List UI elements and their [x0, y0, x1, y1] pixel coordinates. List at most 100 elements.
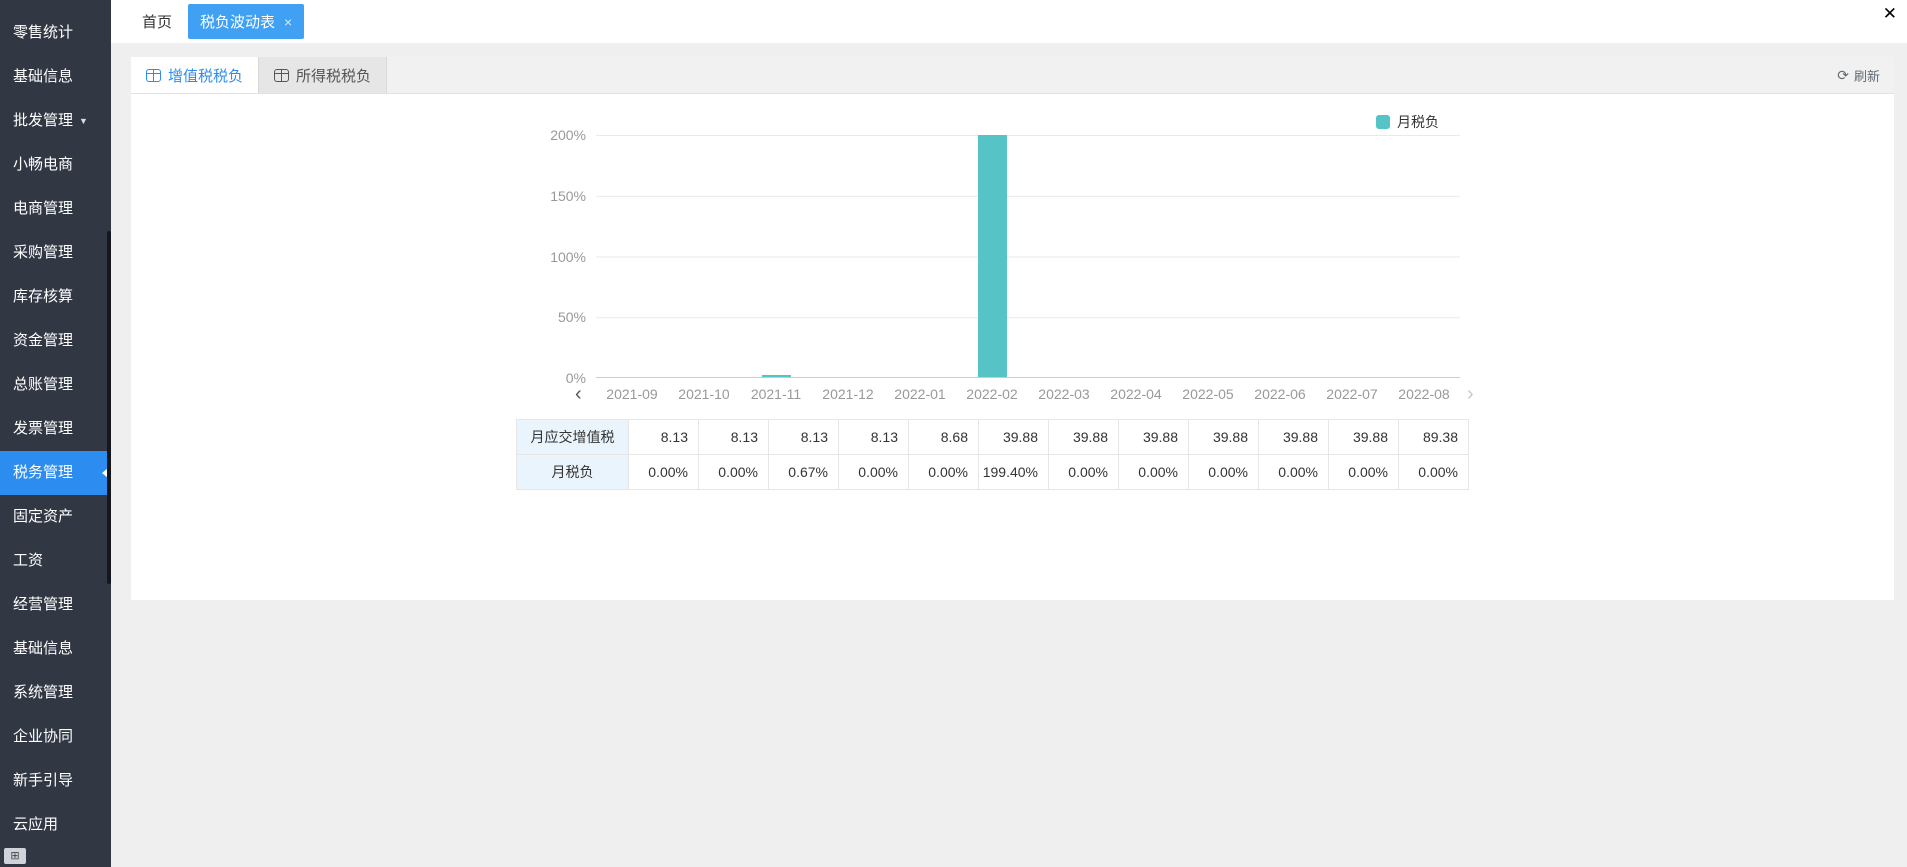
- table-cell: 39.88: [1048, 419, 1119, 455]
- table-cell: 199.40%: [978, 454, 1049, 490]
- x-axis-tick-label: 2022-01: [894, 386, 946, 402]
- tab-close-icon[interactable]: ×: [284, 13, 293, 30]
- refresh-icon: ⟳: [1837, 66, 1849, 83]
- tax-data-table: 月应交增值税 8.13 8.13 8.13 8.13 8.68 39.88 39.88 39.8…: [516, 419, 1469, 490]
- x-axis-tick-label: 2022-04: [1110, 386, 1162, 402]
- sidebar-item-采购管理[interactable]: 采购管理: [0, 231, 111, 275]
- sidebar-item-label: 云应用: [13, 816, 59, 833]
- table-cell: 8.13: [698, 419, 769, 455]
- sidebar-item-零售统计[interactable]: 零售统计: [0, 11, 111, 55]
- x-axis-tick-label: 2021-10: [678, 386, 730, 402]
- sidebar-item-固定资产[interactable]: 固定资产: [0, 495, 111, 539]
- legend-label: 月税负: [1397, 114, 1439, 130]
- sidebar-item-企业协同[interactable]: 企业协同: [0, 715, 111, 759]
- x-axis-tick-label: 2021-11: [750, 386, 802, 402]
- caret-down-icon: ▼: [79, 116, 88, 127]
- sidebar-item-小畅电商[interactable]: 小畅电商: [0, 143, 111, 187]
- table-cell: 39.88: [1328, 419, 1399, 455]
- bar-slot-2022-04: [1100, 135, 1172, 377]
- table-cell: 89.38: [1398, 419, 1469, 455]
- grid-table-icon: [274, 68, 290, 82]
- chart-next-icon[interactable]: ›: [1467, 383, 1474, 405]
- x-axis-tick-label: 2022-02: [966, 386, 1018, 402]
- table-cell: 8.13: [628, 419, 699, 455]
- table-cell: 8.68: [908, 419, 979, 455]
- bar-slot-2021-09: [596, 135, 668, 377]
- sidebar-item-label: 基础信息: [13, 640, 74, 657]
- sidebar-item-经营管理[interactable]: 经营管理: [0, 583, 111, 627]
- sidebar-item-系统管理[interactable]: 系统管理: [0, 671, 111, 715]
- sidebar-item-label: 工资: [13, 552, 44, 569]
- sidebar-item-发票管理[interactable]: 发票管理: [0, 407, 111, 451]
- y-axis-tick-label: 200%: [550, 127, 586, 143]
- bar-slot-2022-05: [1172, 135, 1244, 377]
- sidebar-item-label: 零售统计: [13, 24, 74, 41]
- sidebar-item-总账管理[interactable]: 总账管理: [0, 363, 111, 407]
- table-cell: 0.00%: [1048, 454, 1119, 490]
- sidebar-item-label: 基础信息: [13, 68, 74, 85]
- table-cell: 0.67%: [768, 454, 839, 490]
- refresh-button[interactable]: ⟳ 刷新: [1837, 57, 1880, 93]
- sidebar-item-label: 经营管理: [13, 596, 74, 613]
- table-cell: 0.00%: [628, 454, 699, 490]
- sidebar-item-税务管理[interactable]: 税务管理: [0, 451, 111, 495]
- content-card: 增值税税负 所得税税负 ⟳ 刷新 月税负 0% 50% 100% 150% 200% 2…: [131, 57, 1894, 600]
- x-axis-tick-label: 2022-05: [1182, 386, 1234, 402]
- sidebar-item-工资[interactable]: 工资: [0, 539, 111, 583]
- tab-income-tax-burden[interactable]: 所得税税负: [259, 57, 388, 93]
- legend-color-swatch: [1376, 115, 1390, 129]
- sidebar-item-label: 电商管理: [13, 200, 74, 217]
- x-axis-tick-label: 2022-07: [1326, 386, 1378, 402]
- bar-chart-plot: 0% 50% 100% 150% 200%: [550, 127, 1460, 386]
- chart-prev-icon[interactable]: ‹: [575, 383, 582, 405]
- table-cell: 0.00%: [1328, 454, 1399, 490]
- table-cell: 0.00%: [1258, 454, 1329, 490]
- table-cell: 39.88: [978, 419, 1049, 455]
- row-header: 月应交增值税: [516, 419, 629, 455]
- sidebar-item-label: 资金管理: [13, 332, 74, 349]
- tab-home[interactable]: 首页: [142, 14, 173, 31]
- sidebar-item-资金管理[interactable]: 资金管理: [0, 319, 111, 363]
- sidebar: 零售统计 基础信息 批发管理 ▼ 小畅电商 电商管理 采购管理 库存核算 资金管理 总账管理 发票管…: [0, 0, 111, 867]
- sidebar-item-库存核算[interactable]: 库存核算: [0, 275, 111, 319]
- sidebar-item-基础信息[interactable]: 基础信息: [0, 627, 111, 671]
- window-close-icon[interactable]: ✕: [1882, 4, 1897, 23]
- bar-slot-2022-06: [1244, 135, 1316, 377]
- chart-legend-item[interactable]: 月税负: [1376, 112, 1439, 132]
- table-cell: 0.00%: [1188, 454, 1259, 490]
- sidebar-toggle-icon[interactable]: ⊞: [4, 848, 26, 864]
- x-axis-labels: 2021-09 2021-10 2021-11 2021-12 2022-01 2022-…: [596, 386, 1460, 402]
- table-cell: 0.00%: [908, 454, 979, 490]
- sidebar-item-label: 小畅电商: [13, 156, 74, 173]
- bar: [761, 375, 791, 377]
- sidebar-item-基础信息[interactable]: 基础信息: [0, 55, 111, 99]
- table-cell: 0.00%: [838, 454, 909, 490]
- tab-tax-fluctuation[interactable]: 税负波动表 ×: [188, 4, 305, 39]
- tabbar: 首页 税负波动表 × ✕: [111, 0, 1907, 43]
- sidebar-item-label: 采购管理: [13, 244, 74, 261]
- sidebar-item-新手引导[interactable]: 新手引导: [0, 759, 111, 803]
- tab-vat-burden[interactable]: 增值税税负: [131, 57, 260, 93]
- sidebar-scrollbar[interactable]: [107, 231, 111, 584]
- table-cell: 39.88: [1188, 419, 1259, 455]
- bar-slot-2022-02: [956, 135, 1028, 377]
- bar: [977, 135, 1007, 377]
- active-item-notch: [97, 468, 108, 478]
- y-axis-tick-label: 150%: [550, 187, 586, 204]
- x-axis-tick-label: 2022-03: [1038, 386, 1090, 402]
- sidebar-item-label: 系统管理: [13, 684, 74, 701]
- sidebar-item-批发管理[interactable]: 批发管理 ▼: [0, 99, 111, 143]
- sidebar-item-label: 发票管理: [13, 420, 74, 437]
- sidebar-item-电商管理[interactable]: 电商管理: [0, 187, 111, 231]
- tab-income-tax-burden-label: 所得税税负: [296, 67, 372, 85]
- row-header: 月税负: [516, 454, 629, 490]
- sidebar-item-云应用[interactable]: 云应用: [0, 803, 111, 847]
- tab-vat-burden-label: 增值税税负: [168, 67, 244, 85]
- bar-slot-2022-01: [884, 135, 956, 377]
- bar-slot-2021-12: [812, 135, 884, 377]
- table-cell: 0.00%: [698, 454, 769, 490]
- table-cell: 0.00%: [1118, 454, 1189, 490]
- tab-tax-fluctuation-label: 税负波动表: [200, 14, 276, 31]
- main-area: 首页 税负波动表 × ✕ 增值税税负 所得税税负 ⟳ 刷新: [111, 0, 1907, 867]
